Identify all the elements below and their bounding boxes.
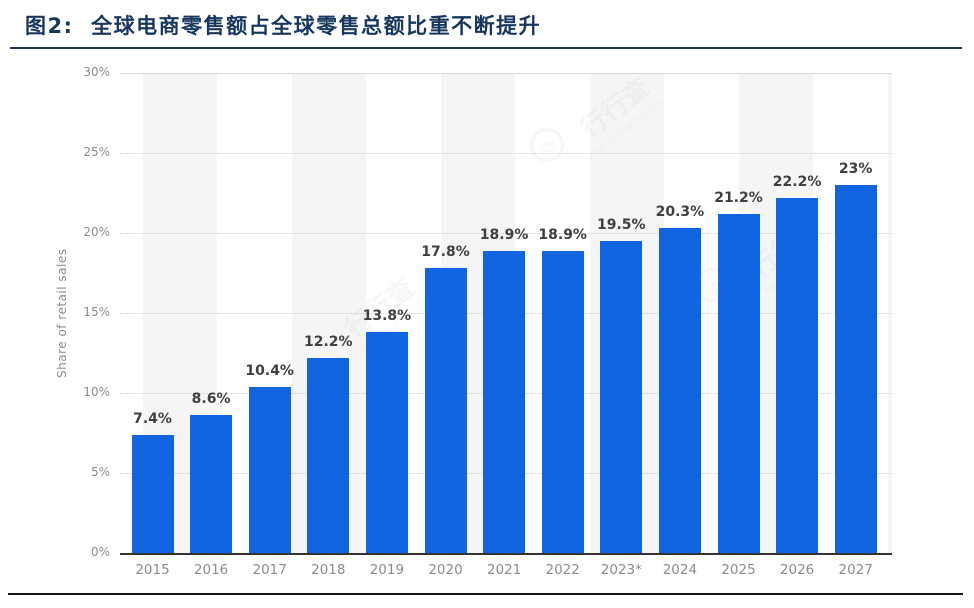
bar-value-label-2023*: 19.5% <box>597 217 646 233</box>
bar-2018 <box>307 357 350 553</box>
bar-value-label-2019: 13.8% <box>362 308 412 325</box>
bar-2016 <box>190 415 233 553</box>
bar-value-label-2017: 10.4% <box>245 362 294 379</box>
x-tick-label-2020: 2020 <box>428 562 463 578</box>
bar-value-label-2021: 18.9% <box>479 226 529 243</box>
bar-2027 <box>834 185 877 553</box>
bar-value-label-2024: 20.3% <box>655 204 705 221</box>
page-bottom-rule <box>8 593 963 595</box>
x-tick-label-2021: 2021 <box>486 562 522 578</box>
x-tick-label-2023*: 2023* <box>600 562 642 578</box>
x-tick-label-2025: 2025 <box>721 562 756 578</box>
y-tick-label-15%: 15% <box>83 305 110 319</box>
bar-2024 <box>658 228 701 553</box>
gridline-25% <box>120 153 892 154</box>
bar-2019 <box>365 332 408 553</box>
bar-2021 <box>483 250 526 553</box>
y-tick-label-25%: 25% <box>83 145 110 159</box>
watermark-subtext: hanghangcha.com <box>592 97 665 157</box>
watermark-text: 行行查 <box>575 72 656 145</box>
bar-value-label-2016: 8.6% <box>191 391 231 408</box>
x-tick-label-2027: 2027 <box>838 562 873 578</box>
y-tick-label-5%: 5% <box>90 465 110 479</box>
x-axis-line <box>120 553 892 555</box>
x-tick-label-2016: 2016 <box>193 562 229 578</box>
y-tick-label-0%: 0% <box>90 545 110 559</box>
bar-2026 <box>776 197 819 553</box>
figure-title: 图2: 全球电商零售额占全球零售总额比重不断提升 <box>25 14 542 38</box>
bar-2020 <box>424 268 467 553</box>
x-tick-label-2018: 2018 <box>311 562 346 578</box>
y-tick-label-30%: 30% <box>83 65 110 79</box>
bar-2015 <box>131 434 174 553</box>
x-tick-label-2017: 2017 <box>252 562 287 578</box>
watermark-logo-icon <box>530 128 564 162</box>
bar-value-label-2015: 7.4% <box>133 410 172 427</box>
y-tick-label-20%: 20% <box>83 225 110 239</box>
x-tick-label-2026: 2026 <box>779 562 815 578</box>
bar-2025 <box>717 213 760 553</box>
gridline-20% <box>120 233 892 234</box>
bar-2023* <box>600 241 643 553</box>
x-tick-label-2019: 2019 <box>369 562 405 578</box>
bar-value-label-2018: 12.2% <box>304 333 353 350</box>
bar-value-label-2027: 23% <box>838 161 873 177</box>
gridline-30% <box>120 73 892 74</box>
bar-value-label-2025: 21.2% <box>714 189 763 206</box>
title-underline <box>10 47 962 49</box>
bar-2017 <box>248 386 291 553</box>
x-tick-label-2024: 2024 <box>662 562 698 578</box>
x-tick-label-2015: 2015 <box>135 562 170 578</box>
y-tick-label-10%: 10% <box>83 385 110 399</box>
bar-value-label-2020: 17.8% <box>421 244 470 261</box>
bar-value-label-2022: 18.9% <box>538 226 587 243</box>
x-tick-label-2022: 2022 <box>545 562 580 578</box>
plot-area: 行行查hanghangcha.com行行查hanghangcha.com行行查h… <box>83 65 892 578</box>
bar-2022 <box>541 250 584 553</box>
bar-value-label-2026: 22.2% <box>772 173 822 190</box>
